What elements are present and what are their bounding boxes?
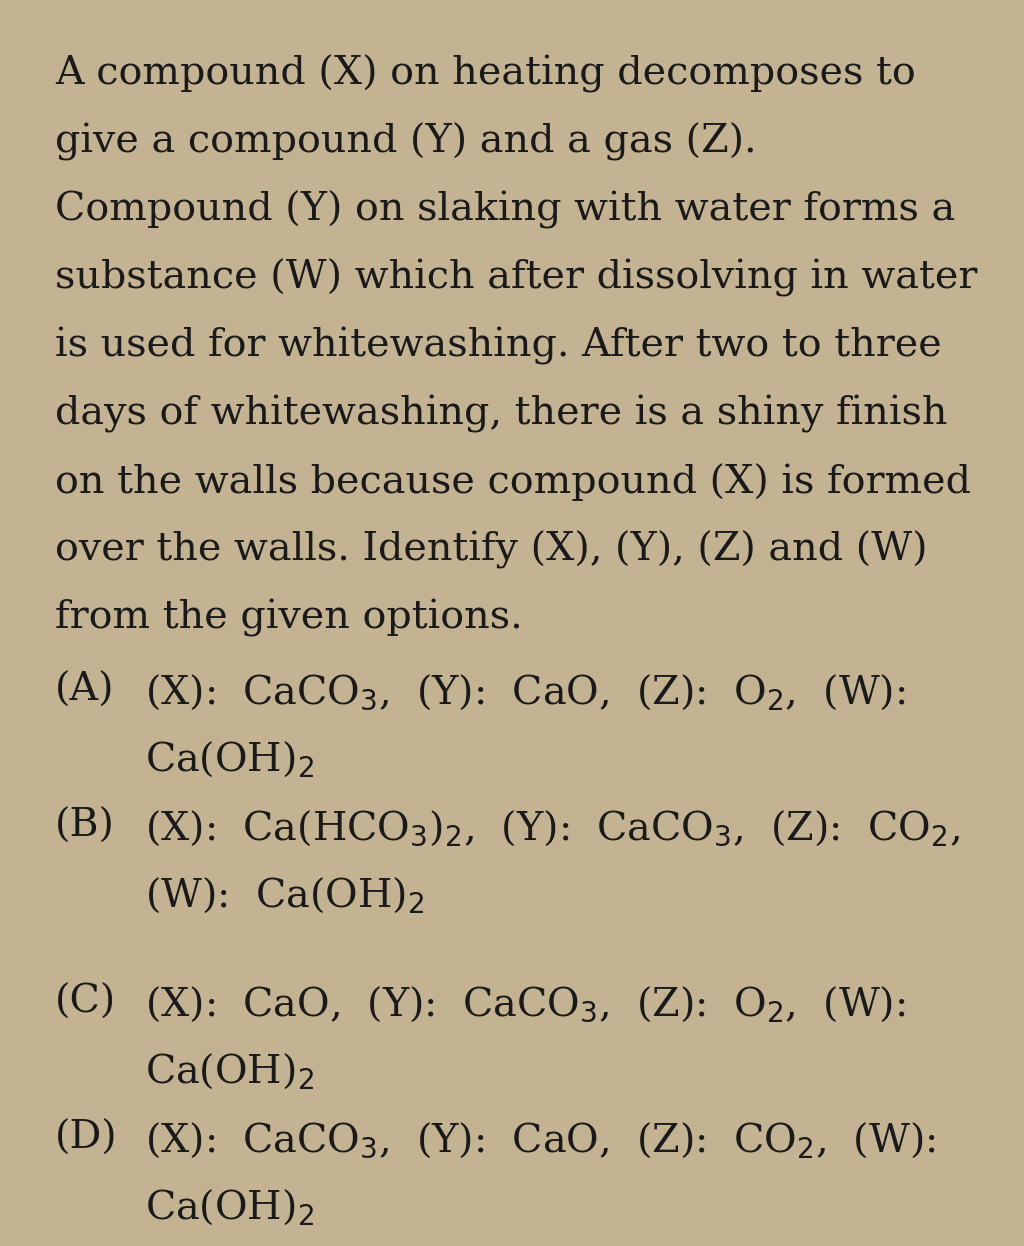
Text: substance (W) which after dissolving in water: substance (W) which after dissolving in … xyxy=(55,259,977,298)
Text: (X):  CaCO$_3$,  (Y):  CaO,  (Z):  CO$_2$,  (W):: (X): CaCO$_3$, (Y): CaO, (Z): CO$_2$, (W… xyxy=(145,1120,936,1160)
Text: (X):  CaCO$_3$,  (Y):  CaO,  (Z):  O$_2$,  (W):: (X): CaCO$_3$, (Y): CaO, (Z): O$_2$, (W)… xyxy=(145,672,905,711)
Text: (C): (C) xyxy=(55,984,117,1020)
Text: Ca(OH)$_2$: Ca(OH)$_2$ xyxy=(145,1052,314,1093)
Text: (X):  Ca(HCO$_3$)$_2$,  (Y):  CaCO$_3$,  (Z):  CO$_2$,: (X): Ca(HCO$_3$)$_2$, (Y): CaCO$_3$, (Z)… xyxy=(145,807,959,847)
Text: (D): (D) xyxy=(55,1120,118,1158)
Text: days of whitewashing, there is a shiny finish: days of whitewashing, there is a shiny f… xyxy=(55,395,947,434)
Text: A compound (X) on heating decomposes to: A compound (X) on heating decomposes to xyxy=(55,55,915,93)
Text: over the walls. Identify (X), (Y), (Z) and (W): over the walls. Identify (X), (Y), (Z) a… xyxy=(55,531,928,569)
Text: give a compound (Y) and a gas (Z).: give a compound (Y) and a gas (Z). xyxy=(55,123,757,162)
Text: (X):  CaO,  (Y):  CaCO$_3$,  (Z):  O$_2$,  (W):: (X): CaO, (Y): CaCO$_3$, (Z): O$_2$, (W)… xyxy=(145,984,905,1024)
Text: Ca(OH)$_2$: Ca(OH)$_2$ xyxy=(145,740,314,780)
Text: is used for whitewashing. After two to three: is used for whitewashing. After two to t… xyxy=(55,326,942,365)
Text: (A): (A) xyxy=(55,672,115,709)
Text: (W):  Ca(OH)$_2$: (W): Ca(OH)$_2$ xyxy=(145,876,424,916)
Text: from the given options.: from the given options. xyxy=(55,599,522,637)
Text: Compound (Y) on slaking with water forms a: Compound (Y) on slaking with water forms… xyxy=(55,191,955,229)
Text: on the walls because compound (X) is formed: on the walls because compound (X) is for… xyxy=(55,464,971,501)
Text: (B): (B) xyxy=(55,807,115,845)
Text: Ca(OH)$_2$: Ca(OH)$_2$ xyxy=(145,1187,314,1229)
